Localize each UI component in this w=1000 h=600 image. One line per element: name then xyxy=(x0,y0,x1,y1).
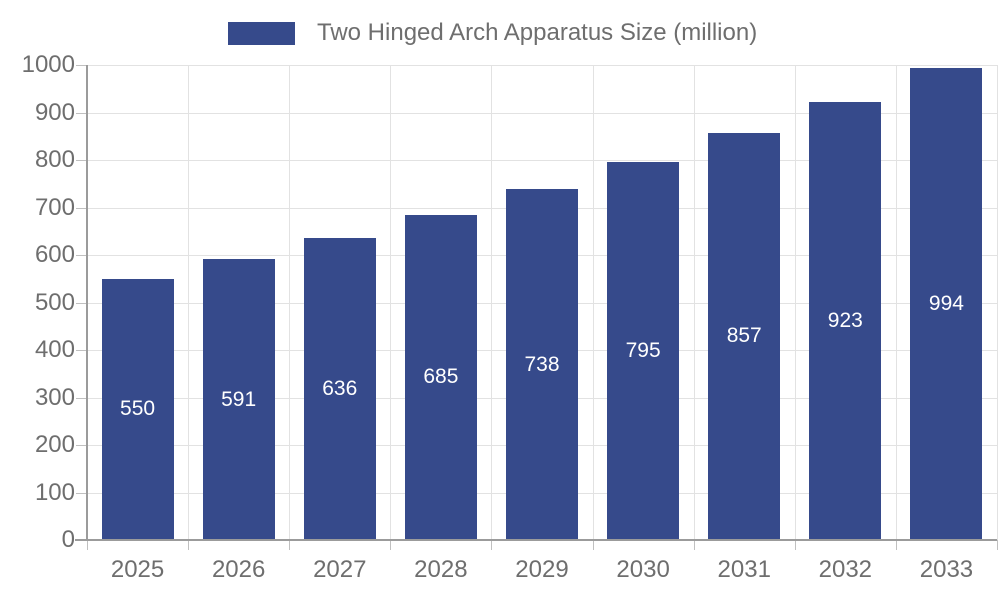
bar[interactable]: 738 xyxy=(506,189,578,540)
y-axis-tick-label: 700 xyxy=(34,193,75,221)
bar[interactable]: 994 xyxy=(910,67,983,540)
y-axis-tick-label: 900 xyxy=(34,98,75,126)
y-axis-tick xyxy=(76,207,86,209)
y-axis-tick-label: 100 xyxy=(34,478,75,506)
x-axis-tick xyxy=(491,540,493,550)
bar[interactable]: 795 xyxy=(607,162,680,540)
y-axis-tick-label: 600 xyxy=(34,241,75,268)
x-axis-tick-label: 2032 xyxy=(818,556,873,583)
y-axis-tick xyxy=(76,160,86,161)
bar[interactable]: 923 xyxy=(809,101,882,540)
gridline-vertical xyxy=(289,65,291,540)
bar[interactable]: 685 xyxy=(404,214,477,540)
y-axis-tick xyxy=(76,397,86,399)
legend-swatch xyxy=(228,21,295,45)
bar[interactable]: 550 xyxy=(101,278,174,540)
y-axis-line xyxy=(86,65,88,540)
y-axis-tick xyxy=(76,112,86,114)
gridline-horizontal xyxy=(87,65,997,66)
gridline-horizontal xyxy=(87,160,997,161)
y-axis-tick-label: 0 xyxy=(61,526,75,553)
x-axis-tick-label: 2028 xyxy=(414,556,468,583)
x-axis-tick xyxy=(289,540,291,550)
bar[interactable]: 591 xyxy=(202,259,275,540)
x-axis-tick xyxy=(895,540,897,550)
x-axis-tick xyxy=(592,540,594,550)
x-axis-tick-label: 2025 xyxy=(110,556,165,583)
y-axis-tick xyxy=(76,350,86,351)
x-axis-tick-label: 2030 xyxy=(616,556,670,583)
x-axis-labels: 2025 2026 2027 2028 2029 2030 2031 2032 2033 xyxy=(87,540,997,590)
gridline-vertical xyxy=(491,65,493,540)
gridline-vertical xyxy=(188,65,190,540)
bar-value-label: 795 xyxy=(625,339,661,363)
bar-value-label: 685 xyxy=(423,365,459,389)
bar-value-label: 636 xyxy=(322,376,358,400)
gridline-vertical xyxy=(693,65,695,540)
bar-value-label: 550 xyxy=(120,397,156,421)
gridline-vertical xyxy=(592,65,594,540)
bar-value-label: 591 xyxy=(221,387,257,411)
bar[interactable]: 636 xyxy=(303,237,376,540)
legend[interactable]: Two Hinged Arch Apparatus Size (million) xyxy=(228,18,757,48)
gridline-horizontal xyxy=(87,112,997,114)
y-axis-tick xyxy=(76,445,86,446)
bar-value-label: 857 xyxy=(726,324,762,348)
y-axis-labels: 0 100 200 300 400 500 600 700 800 900 1000 xyxy=(0,51,75,553)
y-axis-tick-label: 300 xyxy=(34,383,75,411)
bar[interactable]: 857 xyxy=(708,132,781,540)
x-axis-tick-label: 2031 xyxy=(717,556,771,583)
x-axis-tick xyxy=(188,540,190,550)
x-axis-tick xyxy=(390,540,392,550)
bar-value-label: 994 xyxy=(928,291,964,315)
x-axis-tick-label: 2033 xyxy=(919,556,974,583)
gridline-vertical xyxy=(390,65,392,540)
x-axis-tick xyxy=(794,540,796,550)
bar-value-label: 738 xyxy=(524,352,560,376)
gridline-vertical xyxy=(794,65,796,540)
gridline-vertical xyxy=(997,65,998,540)
y-axis-tick xyxy=(76,302,86,304)
y-axis-tick-label: 800 xyxy=(34,146,75,173)
x-axis-tick xyxy=(997,540,998,550)
x-axis-tick xyxy=(87,540,88,550)
plot-area: 550 591 636 685 738 795 857 923 994 xyxy=(75,65,998,550)
x-axis-line xyxy=(75,539,997,541)
bar-value-label: 923 xyxy=(827,308,863,332)
y-axis-tick-label: 500 xyxy=(34,288,75,316)
x-axis-tick-label: 2027 xyxy=(313,556,367,583)
y-axis-tick-label: 400 xyxy=(34,336,75,363)
x-axis-tick xyxy=(693,540,695,550)
y-axis-tick xyxy=(76,492,86,494)
y-axis-tick-label: 1000 xyxy=(21,51,75,78)
y-axis-tick xyxy=(76,255,86,256)
gridline-vertical xyxy=(895,65,897,540)
x-axis-tick-label: 2029 xyxy=(515,556,569,583)
legend-label: Two Hinged Arch Apparatus Size (million) xyxy=(317,19,758,46)
y-axis-tick xyxy=(76,65,86,66)
x-axis-tick-label: 2026 xyxy=(211,556,266,583)
y-axis-tick-label: 200 xyxy=(34,431,75,458)
